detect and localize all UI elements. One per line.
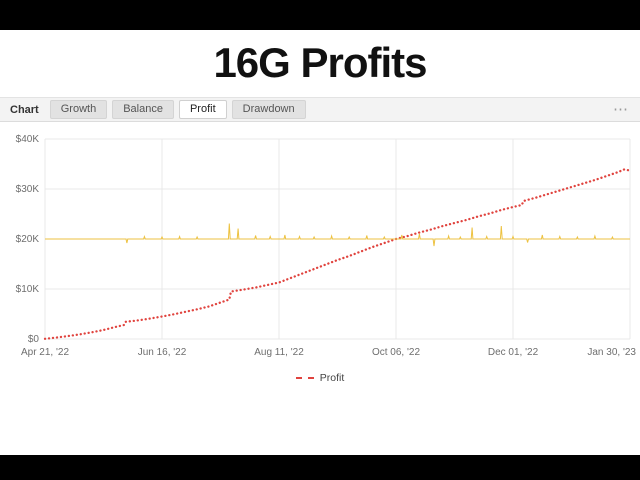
svg-text:$20K: $20K [16, 234, 40, 245]
letterbox-bottom [0, 455, 640, 480]
svg-text:Dec 01, '22: Dec 01, '22 [488, 347, 539, 358]
more-menu-icon[interactable]: ⋯ [613, 101, 628, 118]
tab-balance[interactable]: Balance [112, 100, 174, 119]
profit-chart: $0 $10K $20K $30K $40K Apr 21, '22 Jun 16, '22… [16, 134, 637, 358]
svg-text:Oct 06, '22: Oct 06, '22 [372, 347, 420, 358]
svg-text:$0: $0 [28, 334, 40, 345]
tab-growth[interactable]: Growth [49, 100, 108, 119]
svg-text:Jan 30, '23: Jan 30, '23 [587, 347, 636, 358]
legend-profit-label: Profit [319, 372, 345, 384]
chart-legend: Profit [0, 372, 640, 384]
svg-text:Apr 21, '22: Apr 21, '22 [21, 347, 69, 358]
svg-text:Jun 16, '22: Jun 16, '22 [138, 347, 187, 358]
letterbox-top [0, 0, 640, 30]
svg-text:$10K: $10K [16, 284, 40, 295]
tab-drawdown[interactable]: Drawdown [231, 100, 306, 119]
svg-text:$40K: $40K [16, 134, 40, 145]
tab-profit[interactable]: Profit [178, 100, 227, 119]
svg-text:Aug 11, '22: Aug 11, '22 [254, 347, 304, 358]
legend-profit-marker [295, 377, 314, 379]
svg-text:$30K: $30K [16, 184, 40, 195]
chart-section-label: Chart [10, 103, 39, 116]
tabbar: Chart Growth Balance Profit Drawdown ⋯ [0, 97, 640, 122]
page-title: 16G Profits [213, 39, 427, 86]
